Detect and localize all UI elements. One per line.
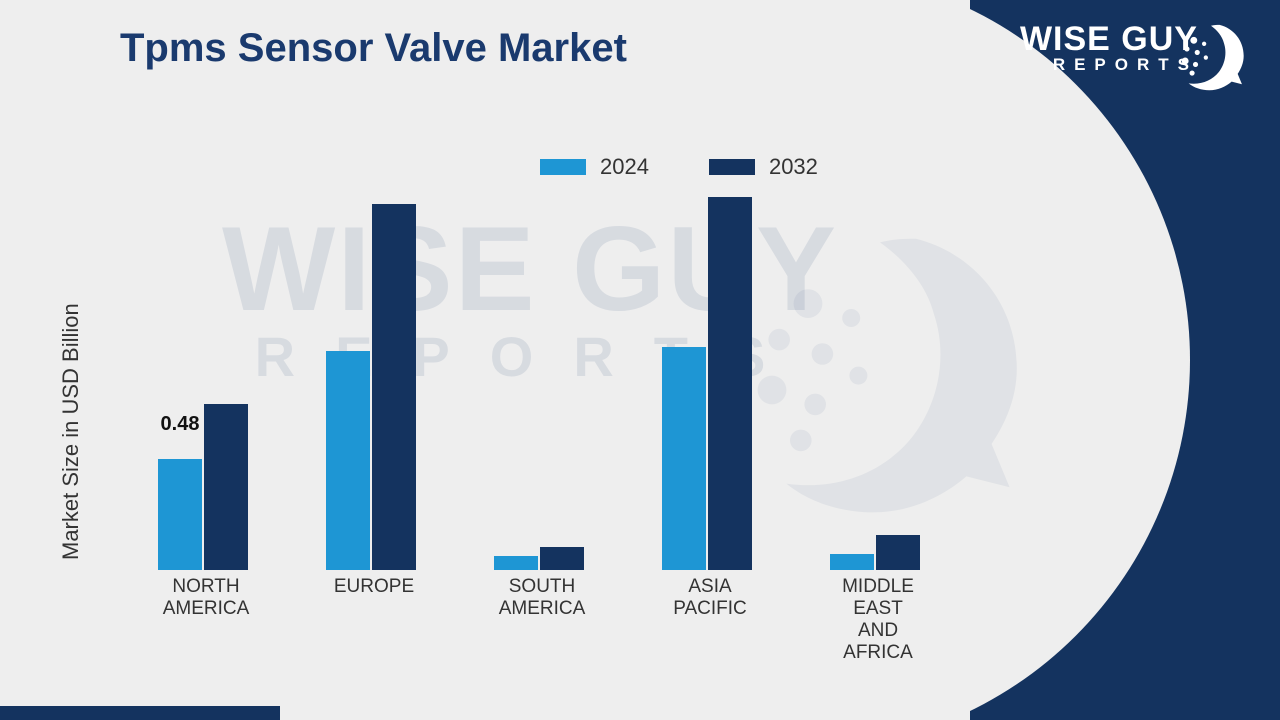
x-axis-label: ASIAPACIFIC [650,576,770,620]
bottom-accent-bar [0,706,280,720]
legend-item-2024: 2024 [540,154,649,180]
bar-series-b [372,204,416,570]
chart-area: 0.48 [96,190,956,570]
x-axis-label: SOUTHAMERICA [482,576,602,620]
x-axis-label: MIDDLEEASTANDAFRICA [818,576,938,663]
brand-logo: WISE GUY REPORTS [1020,20,1250,75]
x-axis-label: EUROPE [314,576,434,598]
bar-series-b [708,197,752,570]
chart-title: Tpms Sensor Valve Market [120,26,627,71]
bar-series-b [876,535,920,570]
bar-series-b [204,404,248,570]
legend-swatch-2024 [540,159,586,175]
bar-series-a [494,556,538,570]
legend-label-2024: 2024 [600,154,649,180]
brand-name: WISE GUY [1020,20,1198,59]
plot-area: 0.48 [96,190,956,570]
bar-series-a [662,347,706,570]
bar-series-a [326,351,370,570]
bar-series-a [158,459,202,570]
bar-series-a [830,554,874,570]
bar-value-label: 0.48 [161,413,200,436]
x-axis-label: NORTHAMERICA [146,576,266,620]
legend-item-2032: 2032 [709,154,818,180]
y-axis-label: Market Size in USD Billion [58,303,84,560]
legend: 2024 2032 [540,154,818,180]
legend-label-2032: 2032 [769,154,818,180]
legend-swatch-2032 [709,159,755,175]
report-slide: WISE GUY REPORTS WISE GUY REPORTS Tpms S… [0,0,1280,720]
bar-series-b [540,547,584,570]
